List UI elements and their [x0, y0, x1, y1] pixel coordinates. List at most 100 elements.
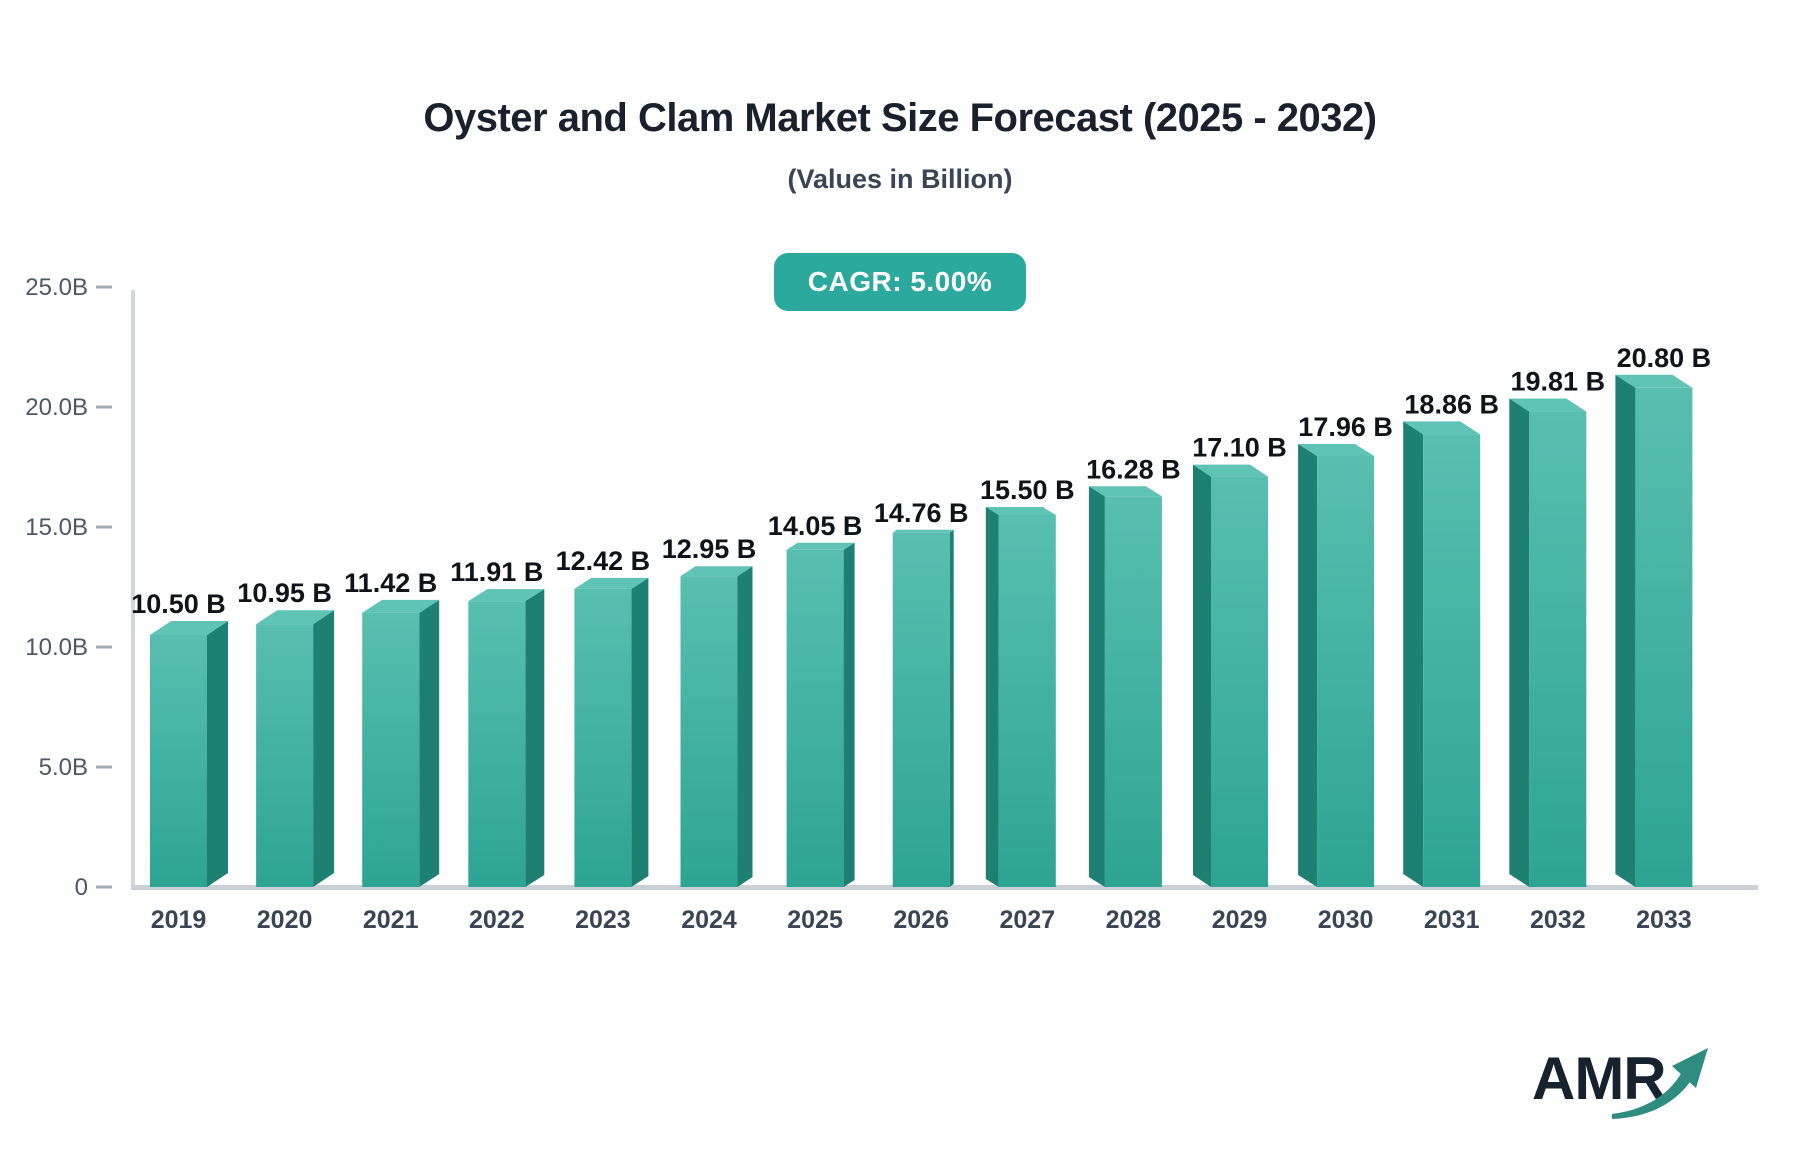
bar-top-face — [362, 599, 440, 613]
chart-subtitle: (Values in Billion) — [787, 164, 1013, 194]
bar-2019: 10.50 B 2019 — [131, 589, 228, 934]
bar-side-face — [1509, 398, 1530, 887]
x-tick-label: 2021 — [363, 906, 419, 934]
bar-value-label: 16.28 B — [1086, 454, 1181, 484]
bar-top-face — [1403, 421, 1481, 435]
bar-side-face — [1193, 464, 1211, 887]
bar-top-face — [1509, 398, 1587, 412]
bar-side-face — [843, 542, 855, 887]
y-axis: 0 5.0B 10.0B 15.0B 20.0B 25.0B — [25, 274, 1758, 901]
x-tick-label: 2025 — [787, 906, 843, 934]
y-tick-label: 5.0B — [39, 754, 88, 781]
bar-side-face — [525, 589, 545, 887]
bar-front-face — [362, 612, 420, 887]
bar-2030: 17.96 B 2030 — [1298, 412, 1393, 934]
bar-top-face — [574, 577, 649, 589]
bar-top-face — [468, 589, 545, 602]
bar-front-face — [468, 601, 526, 887]
bar-side-face — [1298, 443, 1318, 887]
x-tick-label: 2027 — [999, 906, 1055, 934]
bar-2024: 12.95 B 2024 — [662, 534, 757, 934]
bar-front-face — [1104, 496, 1162, 887]
x-tick-label: 2033 — [1636, 906, 1692, 934]
x-axis-line — [131, 885, 1758, 890]
bar-2023: 12.42 B 2023 — [556, 546, 651, 934]
bar-side-face — [949, 529, 954, 887]
amr-logo-arrow-icon — [1612, 1048, 1708, 1119]
bar-front-face — [680, 576, 738, 887]
bar-front-face — [1635, 387, 1693, 887]
bar-value-label: 17.10 B — [1192, 433, 1287, 463]
bar-top-face — [1298, 443, 1375, 456]
bar-side-face — [419, 599, 440, 887]
bar-top-face — [786, 542, 855, 550]
bar-2020: 10.95 B 2020 — [237, 578, 335, 934]
bar-value-label: 14.76 B — [874, 498, 969, 528]
bar-front-face — [1529, 411, 1587, 887]
x-tick-label: 2020 — [257, 906, 313, 934]
bar-value-label: 17.96 B — [1298, 412, 1393, 442]
x-tick-label: 2030 — [1318, 906, 1374, 934]
bar-front-face — [892, 532, 950, 887]
page-title: Oyster and Clam Market Size Forecast (20… — [423, 96, 1377, 140]
bar-side-face — [313, 610, 335, 887]
bar-side-face — [631, 577, 649, 887]
bar-value-label: 14.05 B — [768, 511, 863, 541]
cagr-badge: CAGR: 5.00% — [773, 253, 1027, 311]
x-tick-label: 2026 — [893, 906, 949, 934]
bar-value-label: 18.86 B — [1404, 389, 1499, 419]
bar-2022: 11.91 B 2022 — [450, 557, 545, 934]
bar-top-face — [985, 507, 1056, 515]
bar-front-face — [998, 515, 1056, 887]
x-tick-label: 2028 — [1106, 906, 1162, 934]
bar-value-label: 10.95 B — [237, 578, 332, 608]
bar-front-face — [1211, 476, 1268, 887]
y-tick-label: 20.0B — [25, 394, 88, 421]
bar-top-face — [256, 610, 335, 625]
bar-front-face — [150, 635, 207, 887]
bar-value-label: 10.50 B — [131, 589, 226, 619]
x-tick-label: 2032 — [1530, 906, 1586, 934]
bar-top-face — [150, 621, 228, 635]
bar-side-face — [737, 566, 753, 887]
bar-front-face — [574, 588, 632, 887]
bar-value-label: 19.81 B — [1511, 367, 1606, 397]
bar-value-label: 11.42 B — [344, 568, 437, 598]
bar-front-face — [786, 549, 844, 887]
bar-front-face — [256, 624, 314, 887]
x-tick-label: 2031 — [1424, 906, 1480, 934]
bar-top-face — [1193, 464, 1268, 477]
bar-value-label: 15.50 B — [980, 475, 1075, 505]
bar-side-face — [1615, 374, 1636, 887]
bar-side-face — [207, 621, 228, 887]
x-tick-label: 2029 — [1212, 906, 1268, 934]
bars: 10.50 B 2019 10.95 B 2020 11.42 B 2021 11.91 B… — [131, 343, 1711, 934]
amr-logo: AMR — [1532, 1036, 1722, 1126]
bar-top-face — [1088, 486, 1162, 497]
bar-value-label: 12.95 B — [662, 534, 757, 564]
y-tick-label: 15.0B — [25, 514, 88, 541]
y-tick-label: 25.0B — [25, 274, 88, 301]
bar-2033: 20.80 B 2033 — [1615, 343, 1711, 934]
y-tick-label: 10.0B — [25, 634, 88, 661]
bar-value-label: 12.42 B — [556, 546, 651, 576]
bar-front-face — [1423, 434, 1481, 887]
bar-side-face — [1088, 486, 1105, 887]
y-tick-label: 0 — [75, 874, 88, 901]
bar-value-label: 11.91 B — [450, 557, 543, 587]
x-tick-label: 2019 — [151, 906, 207, 934]
bar-value-label: 20.80 B — [1617, 343, 1712, 373]
bar-top-face — [680, 566, 753, 577]
x-tick-label: 2024 — [681, 906, 737, 934]
bar-2031: 18.86 B 2031 — [1403, 389, 1499, 934]
bar-side-face — [985, 507, 999, 887]
y-axis-line — [131, 290, 135, 889]
bar-2027: 15.50 B 2027 — [980, 475, 1075, 934]
bar-front-face — [1317, 455, 1375, 887]
cagr-badge-wrap: CAGR: 5.00% — [0, 253, 1800, 311]
bar-2032: 19.81 B 2032 — [1509, 367, 1605, 934]
bar-2021: 11.42 B 2021 — [344, 568, 440, 934]
bar-top-face — [892, 529, 954, 533]
